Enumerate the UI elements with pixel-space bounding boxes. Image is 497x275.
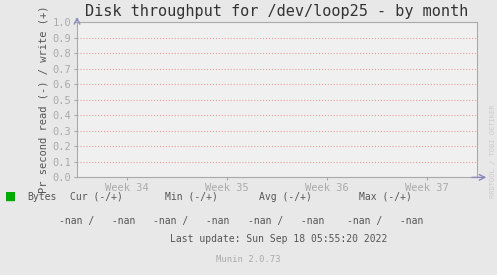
Text: Avg (-/+): Avg (-/+) [259,192,312,202]
Text: -nan /   -nan: -nan / -nan [248,216,324,226]
Text: -nan /   -nan: -nan / -nan [153,216,230,226]
Text: Cur (-/+): Cur (-/+) [71,192,123,202]
Text: Munin 2.0.73: Munin 2.0.73 [216,255,281,264]
Text: ■: ■ [5,190,16,203]
Text: Max (-/+): Max (-/+) [359,192,412,202]
Text: Min (-/+): Min (-/+) [165,192,218,202]
Text: RRDTOOL / TOBI OETIKER: RRDTOOL / TOBI OETIKER [490,104,496,198]
Title: Disk throughput for /dev/loop25 - by month: Disk throughput for /dev/loop25 - by mon… [85,4,469,20]
Text: -nan /   -nan: -nan / -nan [347,216,423,226]
Text: Bytes: Bytes [27,192,57,202]
Text: Last update: Sun Sep 18 05:55:20 2022: Last update: Sun Sep 18 05:55:20 2022 [169,234,387,244]
Text: -nan /   -nan: -nan / -nan [59,216,135,226]
Y-axis label: Pr second read (-) / write (+): Pr second read (-) / write (+) [39,6,49,193]
